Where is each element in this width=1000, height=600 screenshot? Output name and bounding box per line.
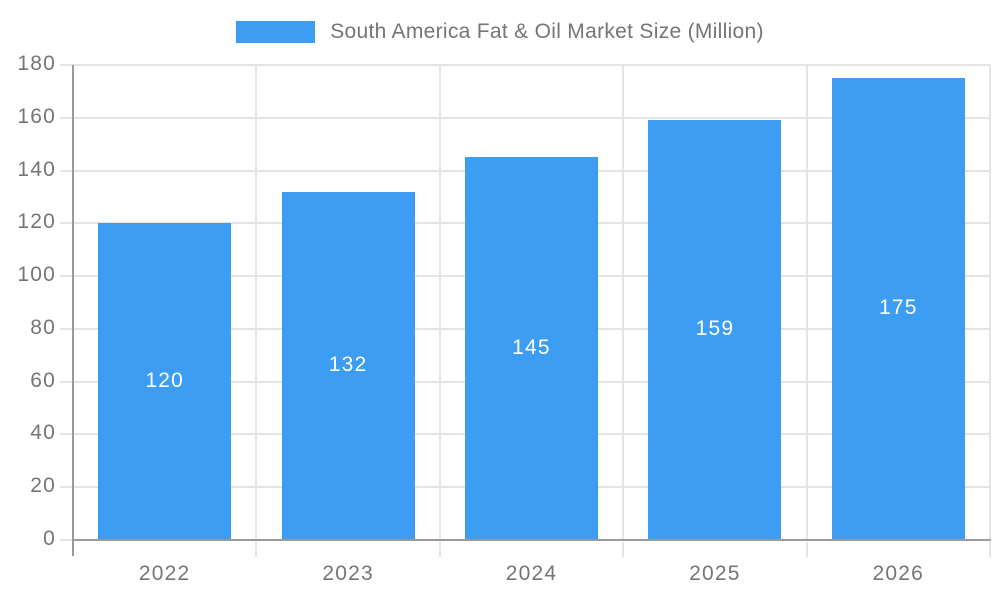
gridline-horizontal — [60, 116, 990, 119]
bar-value-label: 145 — [512, 335, 551, 359]
bar-value-label: 175 — [878, 296, 918, 320]
gridline-vertical — [438, 65, 441, 540]
gridline-vertical — [989, 65, 991, 540]
legend: South America Fat & Oil Market Size (Mil… — [0, 18, 1000, 46]
x-axis-tick-label: 2023 — [322, 562, 374, 585]
gridline-vertical — [255, 65, 258, 540]
bar — [831, 78, 965, 540]
y-axis-tick-label: 80 — [30, 315, 56, 339]
x-axis-tick-label: 2024 — [505, 562, 558, 585]
y-axis-tick-label: 0 — [43, 527, 56, 550]
x-axis-tick-label: 2025 — [689, 562, 741, 585]
y-axis-tick-label: 20 — [30, 474, 56, 498]
legend-label[interactable]: South America Fat & Oil Market Size (Mil… — [330, 20, 764, 43]
bar-value-label: 120 — [145, 368, 184, 392]
y-axis-tick-label: 140 — [17, 157, 56, 181]
bar-value-label: 159 — [695, 317, 735, 341]
gridline-horizontal — [60, 64, 990, 66]
y-axis-tick-label: 160 — [17, 104, 56, 128]
x-axis-tick-label: 2026 — [872, 562, 925, 585]
legend-swatch[interactable] — [236, 21, 316, 43]
gridline-vertical — [805, 65, 808, 540]
gridline-vertical — [622, 65, 625, 540]
y-axis-tick-label: 180 — [17, 52, 56, 75]
x-axis-line — [72, 539, 991, 541]
y-axis-tick-label: 60 — [30, 368, 56, 392]
y-axis-tick-label: 120 — [17, 210, 56, 234]
y-axis-line — [72, 65, 74, 556]
y-axis-tick-label: 100 — [17, 263, 56, 287]
x-axis-tick — [438, 542, 441, 557]
bar — [98, 223, 232, 540]
x-axis-tick — [622, 542, 625, 557]
bar — [281, 191, 415, 540]
bar-value-label: 132 — [328, 352, 368, 376]
bar — [648, 120, 782, 540]
y-axis-tick-label: 40 — [30, 421, 56, 445]
x-axis-tick — [805, 542, 808, 557]
x-axis-tick — [255, 542, 258, 557]
bar — [465, 157, 598, 540]
x-axis-tick — [989, 542, 991, 557]
x-axis-tick-label: 2022 — [138, 562, 191, 585]
